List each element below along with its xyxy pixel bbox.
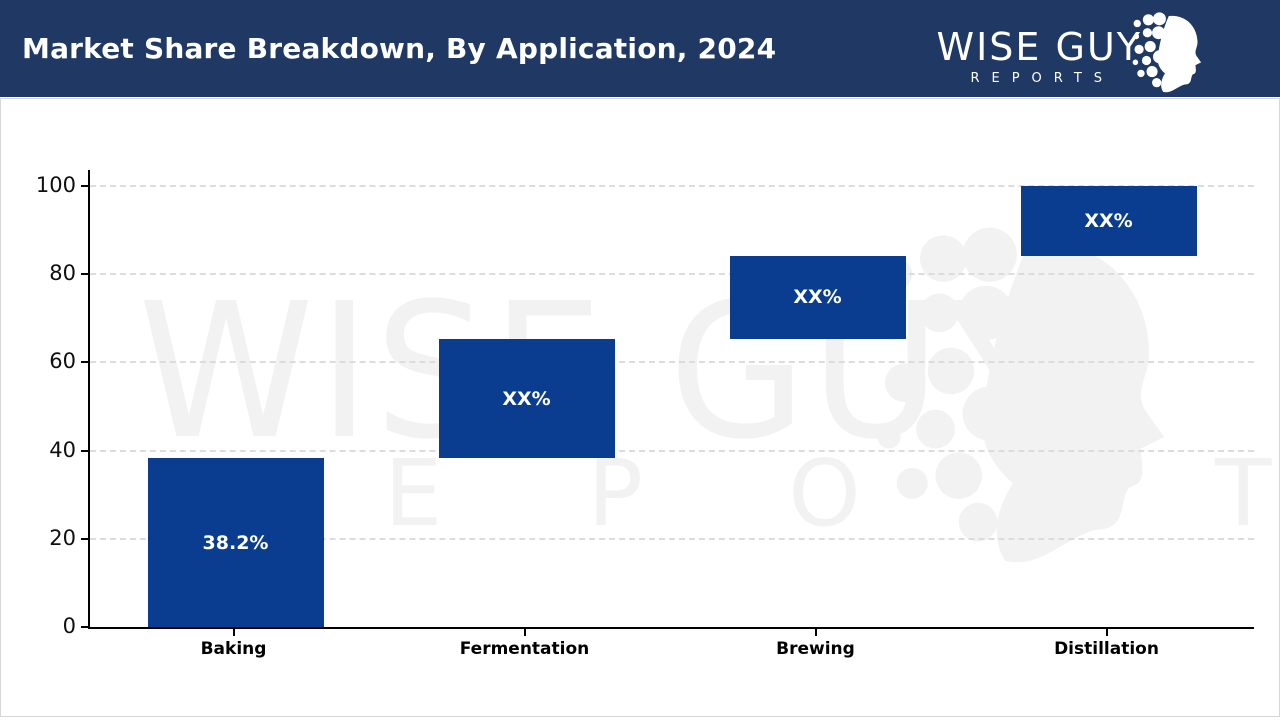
y-axis-tick-label: 60 xyxy=(49,349,76,374)
y-axis-tick-label: 80 xyxy=(49,261,76,286)
y-axis-tick xyxy=(81,273,88,276)
gridline-y60 xyxy=(90,361,1254,364)
bar-brewing: XX% xyxy=(729,256,906,339)
y-axis-tick xyxy=(81,361,88,364)
x-axis-label-baking: Baking xyxy=(200,639,267,659)
bar-fermentation: XX% xyxy=(438,338,615,459)
y-axis-tick xyxy=(81,537,88,540)
x-axis-tick xyxy=(1105,629,1108,636)
bar-value-label: XX% xyxy=(502,387,551,410)
logo-wordmark: WISE GUY xyxy=(936,24,1142,69)
bar-baking: 38.2% xyxy=(147,458,324,627)
y-axis-tick-label: 40 xyxy=(49,437,76,462)
x-axis-label-fermentation: Fermentation xyxy=(459,639,590,659)
header-bar: Market Share Breakdown, By Application, … xyxy=(0,0,1280,97)
x-axis-label-distillation: Distillation xyxy=(1054,639,1159,659)
y-axis-tick xyxy=(81,449,88,452)
brand-logo: WISE GUY REPORTS xyxy=(937,12,1202,100)
plot-area: 38.2% XX% XX% XX% xyxy=(88,170,1254,629)
y-axis-tick-label: 100 xyxy=(35,172,76,197)
x-axis-tick xyxy=(523,629,526,636)
bar-value-label: 38.2% xyxy=(202,531,269,554)
bar-distillation: XX% xyxy=(1020,185,1197,256)
logo-face-icon xyxy=(1128,12,1202,100)
y-axis-tick xyxy=(81,626,88,628)
logo-subtitle: REPORTS xyxy=(970,70,1115,86)
gridline-y100 xyxy=(90,184,1254,187)
bar-value-label: XX% xyxy=(793,286,842,309)
y-axis-tick-label: 20 xyxy=(49,525,76,550)
y-axis-tick xyxy=(81,184,88,187)
page-title: Market Share Breakdown, By Application, … xyxy=(22,32,777,65)
x-axis-tick xyxy=(232,629,235,636)
x-axis-tick xyxy=(814,629,817,636)
gridline-y20 xyxy=(90,537,1254,540)
y-axis-tick-label: 0 xyxy=(62,614,76,638)
x-axis-label-brewing: Brewing xyxy=(776,639,855,659)
gridline-y40 xyxy=(90,449,1254,452)
gridline-y80 xyxy=(90,273,1254,276)
bar-value-label: XX% xyxy=(1084,209,1133,232)
